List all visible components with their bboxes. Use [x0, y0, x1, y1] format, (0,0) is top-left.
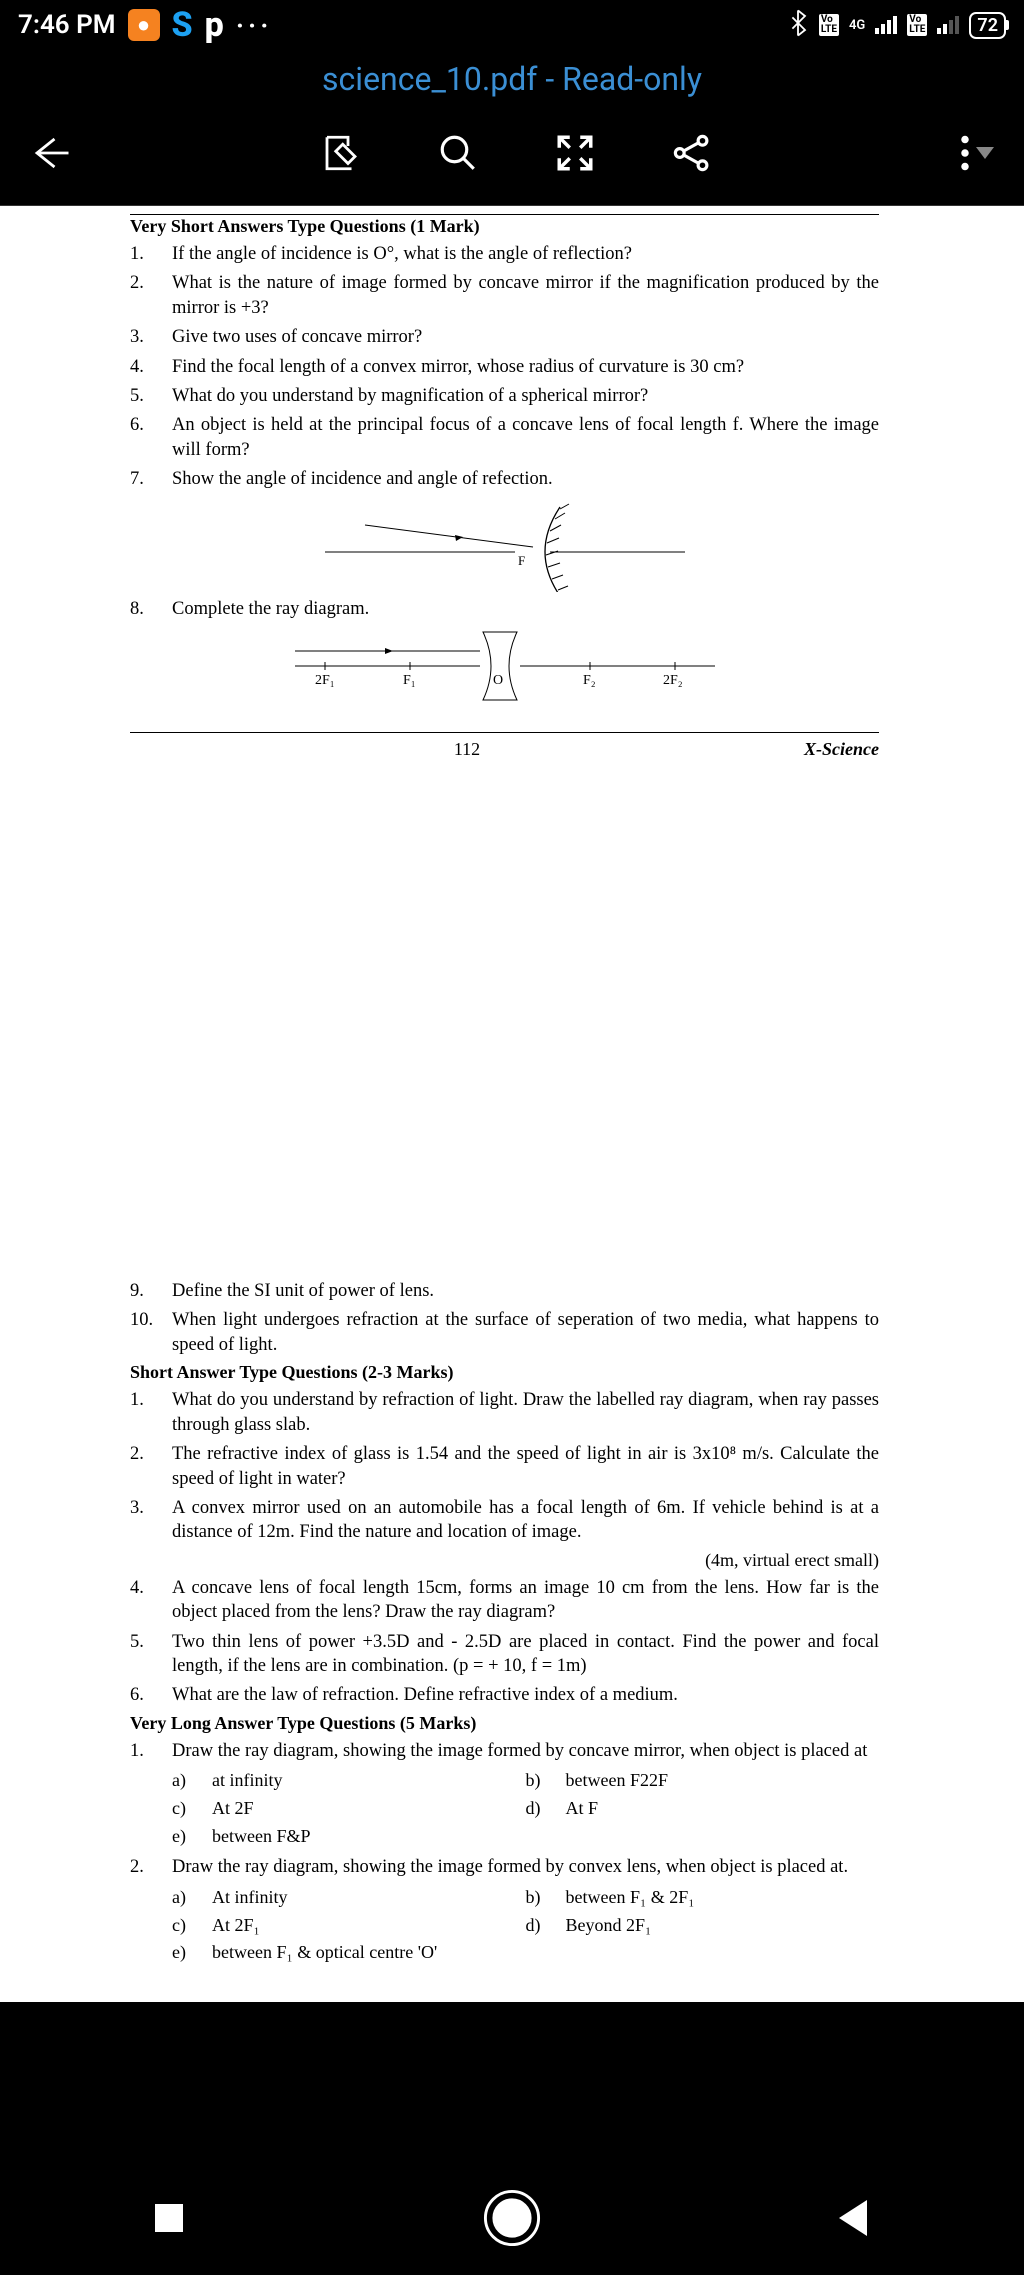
battery-indicator: 72 [969, 12, 1006, 39]
share-icon[interactable] [671, 132, 713, 174]
recent-apps-icon[interactable] [145, 2194, 193, 2242]
page-gap [0, 790, 1024, 1270]
answer-note: (4m, virtual erect small) [130, 1550, 879, 1571]
toolbar [0, 116, 1024, 206]
svg-text:F₁: F₁ [403, 673, 416, 688]
home-icon[interactable] [483, 2189, 541, 2247]
section-heading: Very Long Answer Type Questions (5 Marks… [130, 1713, 879, 1734]
question-item: 2. Draw the ray diagram, showing the ima… [130, 1855, 879, 1967]
back-icon[interactable] [30, 132, 72, 174]
app-icon-1: ● [128, 9, 160, 41]
svg-text:2F₂: 2F₂ [663, 673, 683, 688]
pdf-page-1: Very Short Answers Type Questions (1 Mar… [0, 206, 1024, 2002]
more-icon[interactable] [960, 135, 994, 171]
option-grid: a)at infinity b)between F22F c)At 2F d)A… [172, 1767, 879, 1850]
app-icon-2: S [172, 5, 193, 45]
bluetooth-icon [787, 9, 809, 42]
option-grid: a)At infinity b)between F₁ & 2F₁ c)At 2F… [172, 1884, 879, 1967]
status-right: VoLTE 4G VoLTE 72 [787, 9, 1006, 42]
question-item: 6.An object is held at the principal foc… [130, 413, 879, 462]
fullscreen-icon[interactable] [554, 132, 596, 174]
svg-text:F₂: F₂ [583, 673, 596, 688]
android-nav-bar [0, 2160, 1024, 2275]
question-item: 5.What do you understand by magnificatio… [130, 384, 879, 408]
svg-text:O: O [493, 673, 503, 688]
question-list: 1.If the angle of incidence is O°, what … [130, 242, 879, 492]
question-item: 9.Define the SI unit of power of lens. [130, 1279, 879, 1303]
status-left: 7:46 PM ● S p ··· [18, 5, 272, 45]
signal-icon-1 [875, 16, 897, 34]
net-indicator: 4G [849, 18, 865, 33]
question-item: 1.If the angle of incidence is O°, what … [130, 242, 879, 266]
question-item: 2.What is the nature of image formed by … [130, 271, 879, 320]
document-title: science_10.pdf - Read-only [0, 50, 1024, 116]
footer-label: X-Science [804, 739, 879, 760]
clock: 7:46 PM [18, 10, 116, 40]
search-icon[interactable] [437, 132, 479, 174]
page-footer: 112 X-Science [130, 732, 879, 760]
question-item: 2.The refractive index of glass is 1.54 … [130, 1442, 879, 1491]
svg-text:F: F [518, 553, 525, 568]
question-item: 5.Two thin lens of power +3.5D and - 2.5… [130, 1630, 879, 1679]
lens-diagram: 2F₁ F₁ O F₂ 2F₂ [285, 626, 725, 706]
edit-icon[interactable] [320, 132, 362, 174]
pdf-page-2: 9.Define the SI unit of power of lens. 1… [0, 1270, 1024, 2002]
question-item: 3.Give two uses of concave mirror? [130, 325, 879, 349]
back-nav-icon[interactable] [831, 2194, 879, 2242]
more-notif-icon: ··· [236, 9, 273, 42]
question-item: 7.Show the angle of incidence and angle … [130, 467, 879, 491]
section-heading: Short Answer Type Questions (2-3 Marks) [130, 1362, 879, 1383]
question-item: 3.A convex mirror used on an automobile … [130, 1496, 879, 1545]
section-heading: Very Short Answers Type Questions (1 Mar… [130, 214, 879, 237]
question-item: 6.What are the law of refraction. Define… [130, 1683, 879, 1707]
app-icon-3: p [205, 5, 224, 45]
page-number: 112 [454, 739, 480, 760]
question-item: 8.Complete the ray diagram. [130, 597, 879, 621]
question-item: 1. Draw the ray diagram, showing the ima… [130, 1739, 879, 1851]
signal-icon-2 [937, 16, 959, 34]
question-item: 4.Find the focal length of a convex mirr… [130, 355, 879, 379]
volte-badge-2: VoLTE [907, 14, 927, 36]
svg-text:2F₁: 2F₁ [315, 673, 335, 688]
mirror-diagram: F [305, 497, 705, 592]
question-item: 1.What do you understand by refraction o… [130, 1388, 879, 1437]
question-item: 10.When light undergoes refraction at th… [130, 1308, 879, 1357]
question-item: 4.A concave lens of focal length 15cm, f… [130, 1576, 879, 1625]
status-bar: 7:46 PM ● S p ··· VoLTE 4G VoLTE 72 [0, 0, 1024, 50]
volte-badge-1: VoLTE [819, 14, 839, 36]
